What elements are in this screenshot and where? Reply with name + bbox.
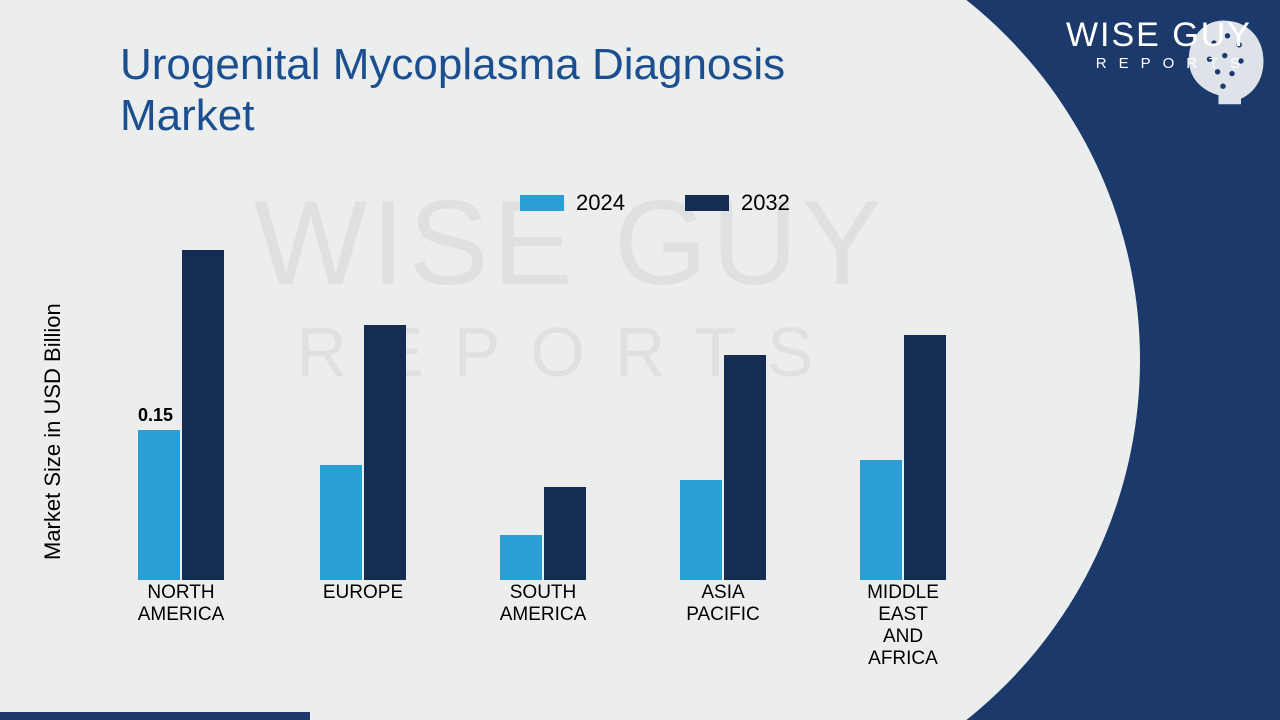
bar-2032 — [364, 325, 406, 580]
x-tick-label: ASIAPACIFIC — [653, 582, 793, 626]
bar-group — [860, 335, 946, 580]
bar-group — [320, 325, 406, 580]
x-tick-label: EUROPE — [293, 582, 433, 604]
footer-accent — [0, 712, 310, 720]
legend-label-2032: 2032 — [741, 190, 790, 216]
bar-chart: 0.15 — [110, 230, 1070, 580]
logo-line2: REPORTS — [1066, 56, 1252, 71]
bar-group — [500, 487, 586, 580]
y-axis-label: Market Size in USD Billion — [40, 303, 66, 560]
legend-swatch-2024 — [520, 195, 564, 211]
bar-2032 — [182, 250, 224, 580]
logo-line1: WISE GUY — [1066, 18, 1252, 52]
bar-2024 — [680, 480, 722, 580]
plot-area: 0.15 — [110, 230, 1070, 580]
x-tick-label: MIDDLEEASTANDAFRICA — [833, 582, 973, 669]
legend-swatch-2032 — [685, 195, 729, 211]
legend-item-2032: 2032 — [685, 190, 790, 216]
bar-2024 — [138, 430, 180, 580]
bar-value-label: 0.15 — [138, 405, 173, 426]
legend-item-2024: 2024 — [520, 190, 625, 216]
legend: 2024 2032 — [520, 190, 790, 216]
legend-label-2024: 2024 — [576, 190, 625, 216]
chart-title: Urogenital Mycoplasma Diagnosis Market — [120, 40, 860, 141]
brand-logo: WISE GUY REPORTS — [1066, 18, 1252, 71]
bar-2032 — [544, 487, 586, 580]
bar-2032 — [904, 335, 946, 580]
x-tick-label: SOUTHAMERICA — [473, 582, 613, 626]
bar-2024 — [500, 535, 542, 580]
bar-2024 — [320, 465, 362, 580]
bar-group — [680, 355, 766, 580]
bar-group: 0.15 — [138, 250, 224, 580]
bar-2032 — [724, 355, 766, 580]
chart-canvas: WISE GUY REPORTS WISE GUY REPORTS Urogen… — [0, 0, 1280, 720]
x-tick-label: NORTHAMERICA — [111, 582, 251, 626]
bar-2024 — [860, 460, 902, 580]
